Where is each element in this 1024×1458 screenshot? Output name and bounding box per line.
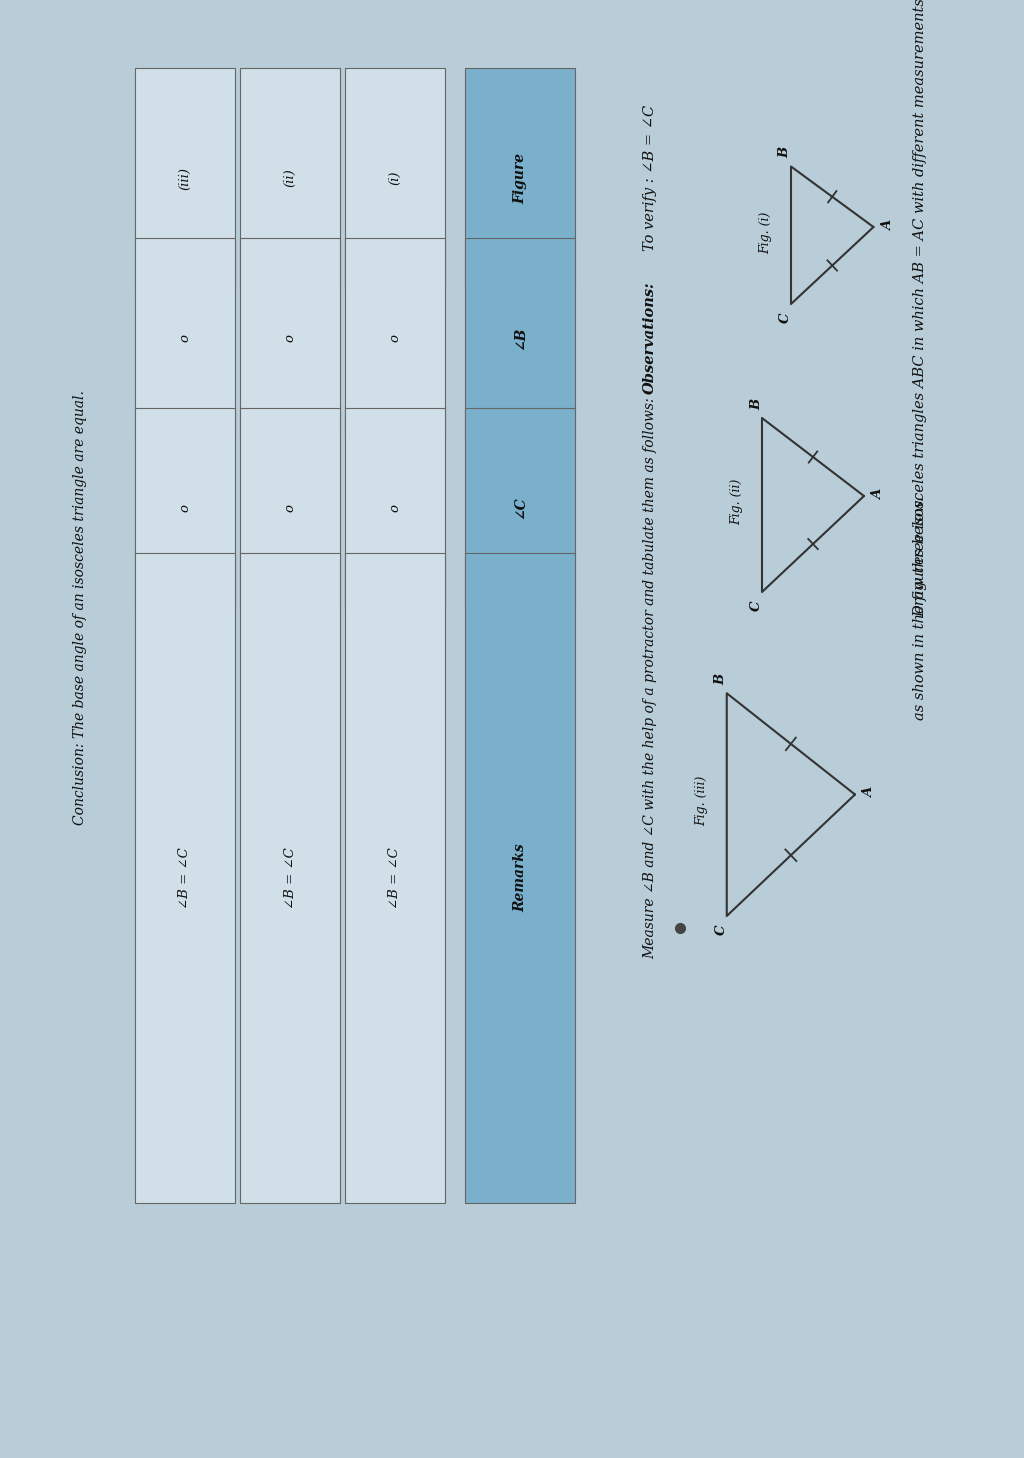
Text: C: C (751, 601, 763, 611)
Bar (465, 408, 575, 608)
Bar (345, 553, 445, 1203)
Text: B: B (750, 398, 763, 410)
Text: Observations:: Observations: (643, 281, 657, 394)
Bar (240, 408, 340, 608)
Text: (iii): (iii) (178, 166, 191, 190)
Text: A: A (872, 490, 886, 500)
Text: C: C (779, 313, 793, 324)
Text: To verify : ∠B = ∠C: To verify : ∠B = ∠C (643, 105, 657, 251)
Bar (135, 69, 234, 289)
Text: (ii): (ii) (284, 169, 297, 188)
Text: ∠C: ∠C (513, 497, 527, 519)
Bar (240, 69, 340, 289)
Text: Conclusion: The base angle of an isosceles triangle are equal.: Conclusion: The base angle of an isoscel… (73, 391, 87, 825)
Bar (240, 553, 340, 1203)
Bar (135, 238, 234, 437)
Bar (345, 69, 445, 289)
Text: Measure ∠B and ∠C with the help of a protractor and tabulate them as follows:: Measure ∠B and ∠C with the help of a pro… (643, 397, 657, 959)
Text: Remarks: Remarks (513, 844, 527, 913)
Bar (465, 553, 575, 1203)
Bar (240, 238, 340, 437)
Text: o: o (388, 334, 401, 343)
Text: B: B (778, 147, 792, 159)
Text: o: o (388, 504, 401, 512)
Bar (345, 408, 445, 608)
Text: Figure: Figure (513, 153, 527, 204)
Bar (345, 238, 445, 437)
Text: A: A (882, 220, 895, 230)
Text: o: o (284, 334, 297, 343)
Text: Fig. (i): Fig. (i) (760, 211, 772, 254)
Text: Draw three isosceles triangles ABC in which AB = AC with different measurements: Draw three isosceles triangles ABC in wh… (913, 0, 927, 617)
Text: ∠B: ∠B (513, 327, 527, 350)
Text: Fig. (ii): Fig. (ii) (730, 478, 743, 525)
Text: as shown in the figures below.: as shown in the figures below. (913, 496, 927, 720)
Text: C: C (715, 924, 728, 935)
Text: ∠B = ∠C: ∠B = ∠C (388, 847, 401, 908)
Text: ∠B = ∠C: ∠B = ∠C (284, 847, 297, 908)
Text: (i): (i) (388, 171, 401, 185)
Text: ∠B = ∠C: ∠B = ∠C (178, 847, 191, 908)
Text: o: o (178, 334, 191, 343)
Bar (465, 238, 575, 437)
Bar (135, 408, 234, 608)
Bar (465, 69, 575, 289)
Text: A: A (863, 789, 877, 799)
Text: Fig. (iii): Fig. (iii) (695, 776, 709, 827)
Text: o: o (284, 504, 297, 512)
Bar (135, 553, 234, 1203)
Text: B: B (715, 674, 728, 685)
Text: o: o (178, 504, 191, 512)
